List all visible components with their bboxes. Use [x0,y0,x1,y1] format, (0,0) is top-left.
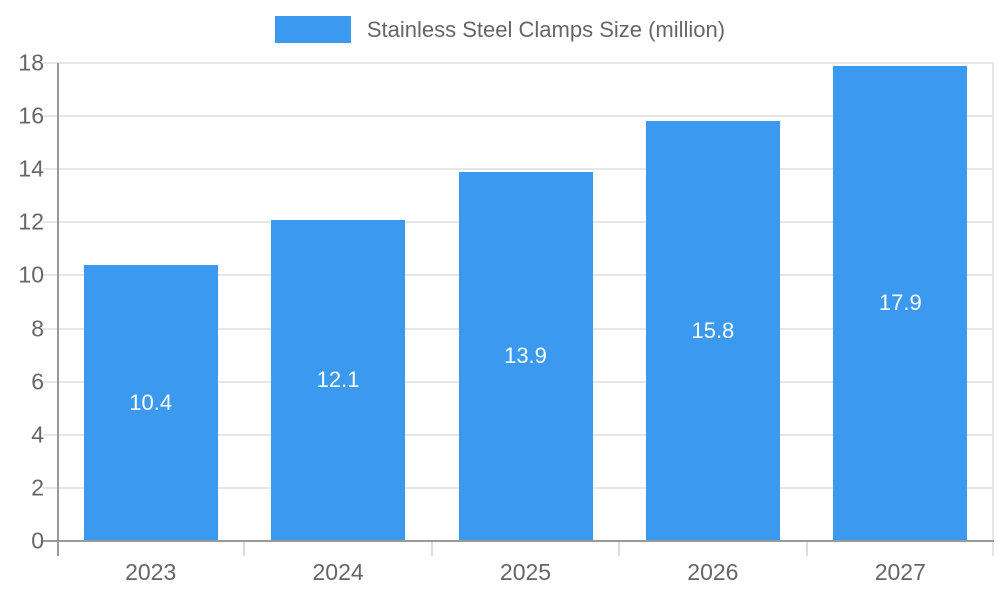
bar-value-label: 10.4 [129,389,173,415]
x-axis-tick-label: 2026 [687,559,739,585]
bar-2026 [645,121,780,541]
bar-value-label: 15.8 [691,318,735,344]
y-axis-tick-label: 2 [31,474,44,501]
x-axis-tick-label: 2023 [125,559,177,585]
legend[interactable]: Stainless Steel Clamps Size (million) [0,16,1000,43]
category-tick-mark [618,541,621,556]
y-axis-tick-label: 12 [18,208,44,235]
y-axis-tick-label: 8 [31,315,44,342]
bar-2025 [458,171,593,541]
x-axis-tick-label: 2027 [874,559,926,585]
x-axis-tick-label: 2024 [312,559,364,585]
y-axis-tick-label: 18 [18,49,44,76]
y-axis-tick-label: 0 [31,527,44,554]
x-axis-line [43,540,994,542]
plot-right-border [992,63,994,556]
category-tick-mark [243,541,246,556]
y-axis-tick-label: 16 [18,102,44,129]
bar-2027 [833,65,968,541]
y-axis-tick-label: 4 [31,421,44,448]
bar-2024 [271,219,406,541]
legend-swatch [274,16,351,43]
gridline [43,62,994,64]
legend-label: Stainless Steel Clamps Size (million) [366,16,726,42]
y-axis-tick-label: 10 [18,261,44,288]
bar-value-label: 12.1 [316,367,360,393]
category-tick-mark [430,541,433,556]
x-axis-tick-label: 2025 [499,559,552,585]
category-tick-mark [805,541,808,556]
y-axis-line [57,63,59,556]
y-axis-tick-label: 6 [31,368,44,395]
bar-2023 [83,264,218,541]
gridline [43,168,994,171]
bar-value-label: 17.9 [878,290,922,316]
y-axis-tick-label: 14 [18,155,44,182]
gridline [43,115,994,118]
bar-value-label: 13.9 [504,343,547,369]
